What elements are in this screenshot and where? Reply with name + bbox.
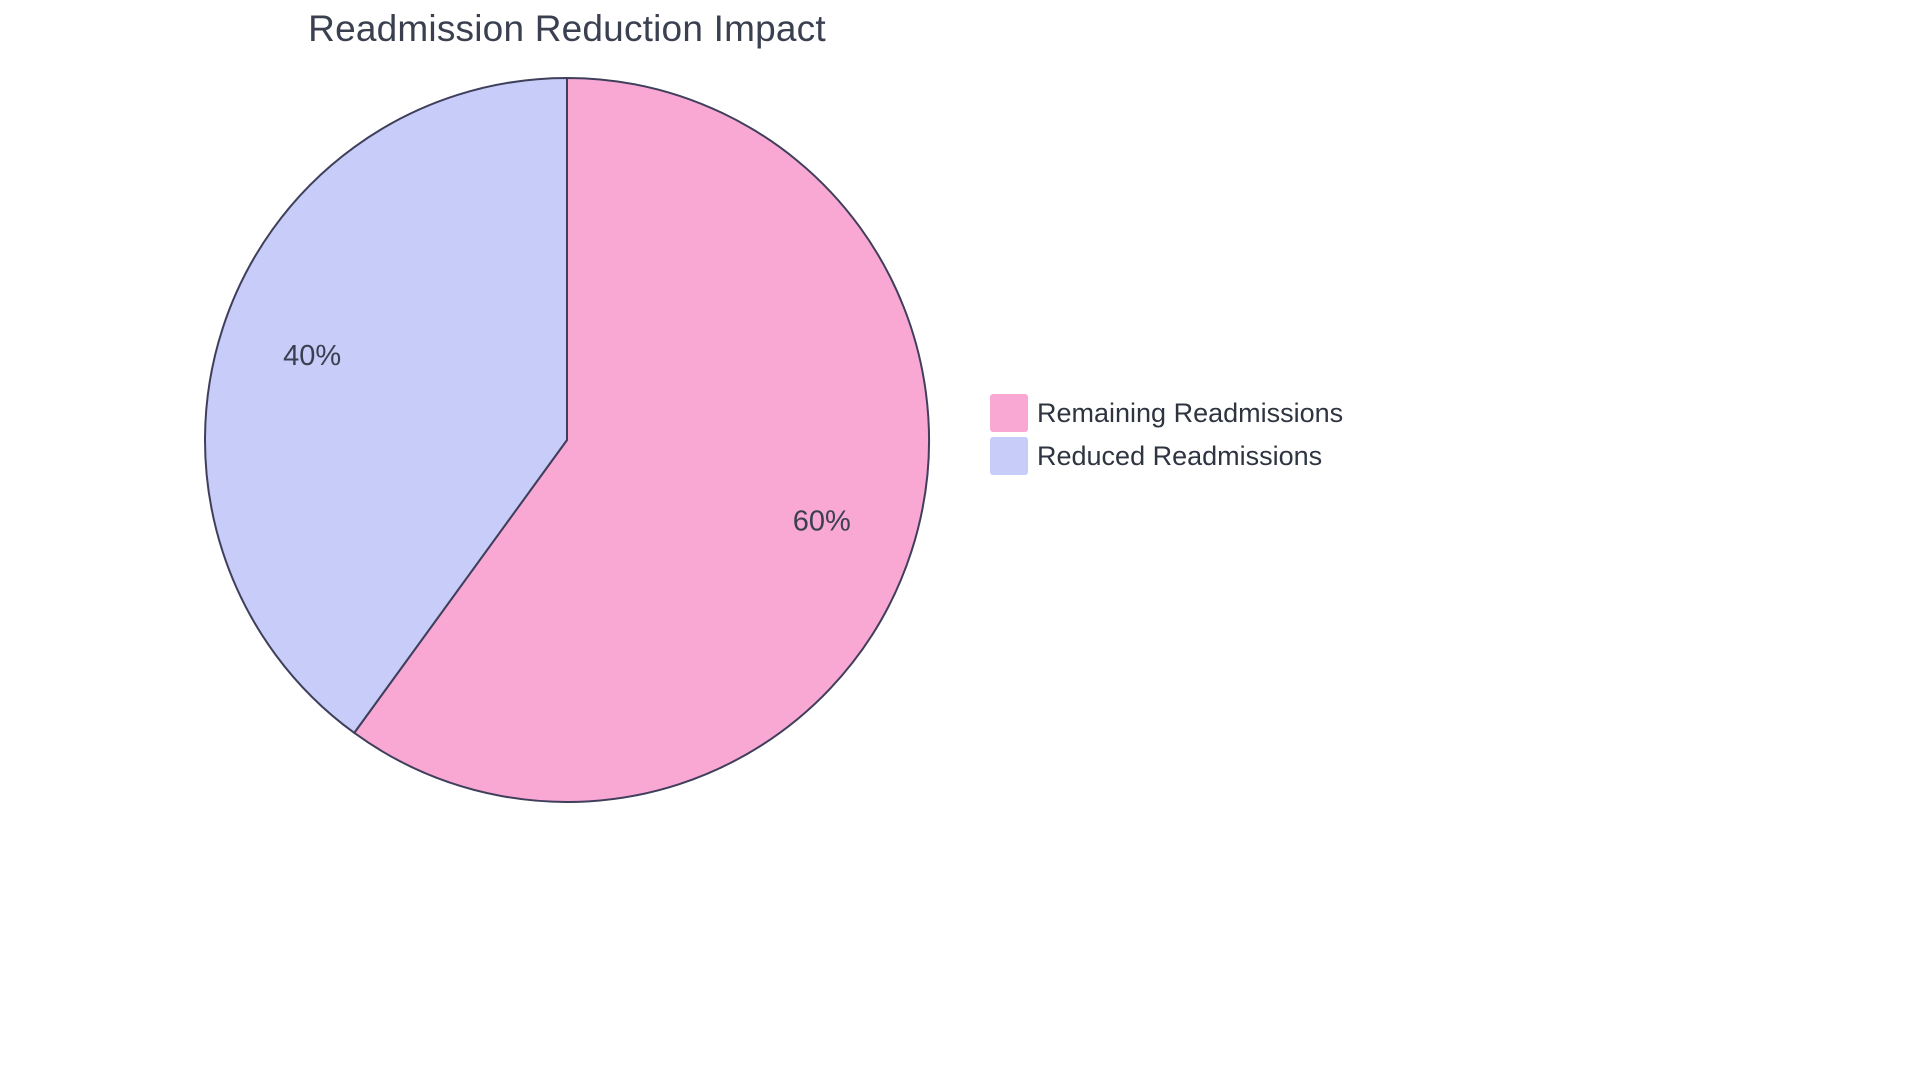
legend-item-reduced-readmissions: Reduced Readmissions [990,437,1343,475]
legend-swatch-remaining-readmissions [990,394,1028,432]
pie-slice-reduced-readmissions [204,77,568,734]
legend-swatch-reduced-readmissions [990,437,1028,475]
pie-slice-remaining-readmissions [353,77,930,803]
legend-item-remaining-readmissions: Remaining Readmissions [990,394,1343,432]
legend-label-reduced-readmissions: Reduced Readmissions [1037,440,1323,471]
legend-label-remaining-readmissions: Remaining Readmissions [1037,397,1344,428]
pie-percent-label-remaining-readmissions: 60% [793,505,851,537]
pie-chart: 60% 40% [204,77,930,803]
chart-legend: Remaining Readmissions Reduced Readmissi… [990,394,1343,475]
pie-percent-label-reduced-readmissions: 40% [283,340,341,372]
chart-title: Readmission Reduction Impact [308,8,826,49]
